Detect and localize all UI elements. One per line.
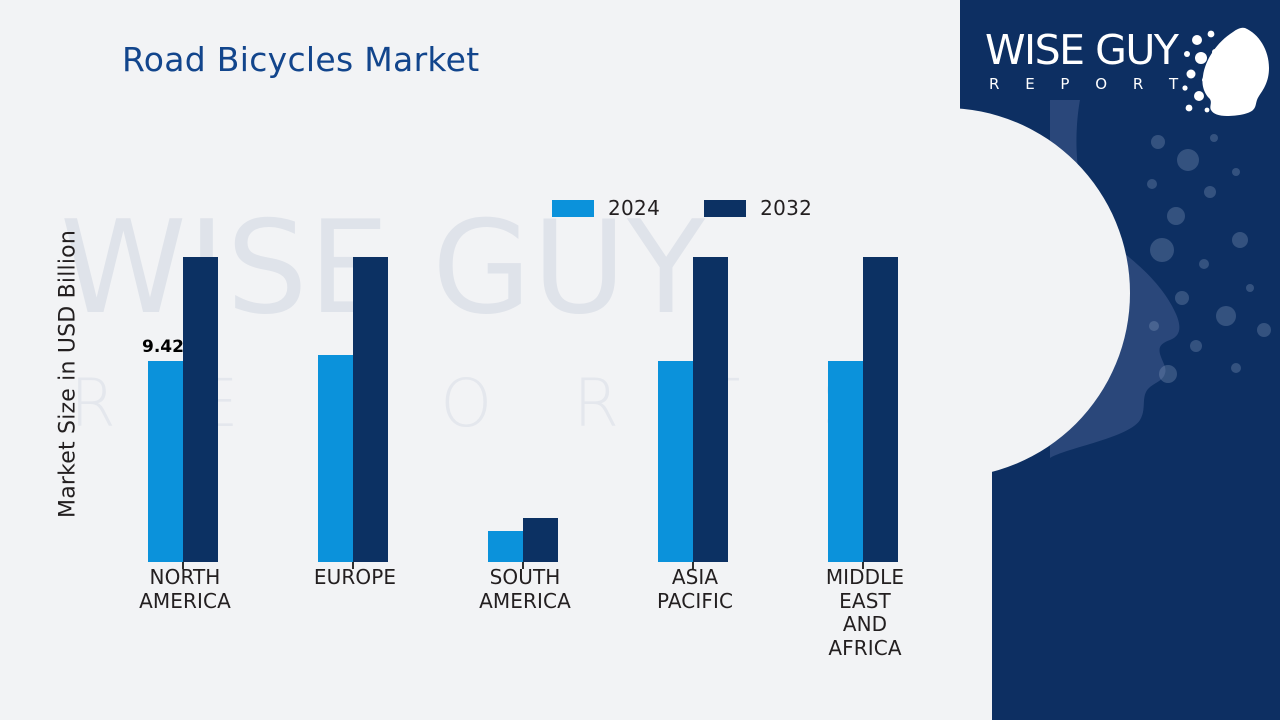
bar-2024-middle-east-and-africa[interactable] bbox=[828, 361, 863, 562]
legend-label-2024: 2024 bbox=[608, 196, 661, 220]
x-label-north-america: NORTH AMERICA bbox=[139, 565, 231, 613]
axis-tick-middle-east-and-africa bbox=[862, 562, 864, 569]
bar-2032-north-america[interactable] bbox=[183, 257, 218, 562]
legend-swatch-2032 bbox=[704, 199, 747, 217]
legend-label-2032: 2032 bbox=[760, 196, 813, 220]
y-axis-title: Market Size in USD Billion bbox=[47, 188, 89, 560]
bar-2024-north-america[interactable]: 9.42 bbox=[142, 337, 184, 562]
chart-legend: 2024 2032 bbox=[552, 196, 812, 220]
y-axis-title-text: Market Size in USD Billion bbox=[55, 230, 81, 518]
bar-2024-south-america[interactable] bbox=[488, 531, 523, 562]
bar-value-2024-north-america: 9.42 bbox=[142, 337, 184, 357]
bar-2024-asia-pacific[interactable] bbox=[658, 361, 693, 562]
plot-area: 9.42 bbox=[100, 230, 940, 569]
legend-swatch-2024 bbox=[552, 199, 594, 217]
axis-tick-north-america bbox=[182, 562, 184, 569]
brand-panel: WISE GUY R E P O R T S bbox=[960, 0, 1280, 720]
brand-logo[interactable]: WISE GUY R E P O R T S bbox=[985, 26, 1269, 117]
bar-2032-middle-east-and-africa[interactable] bbox=[863, 257, 898, 562]
x-axis-labels: NORTH AMERICA EUROPE SOUTH AMERICA ASIA PAC… bbox=[100, 565, 940, 676]
x-label-asia-pacific: ASIA PACIFIC bbox=[656, 565, 734, 613]
axis-tick-asia-pacific bbox=[692, 562, 694, 569]
x-label-south-america: SOUTH AMERICA bbox=[479, 565, 571, 613]
x-label-europe: EUROPE bbox=[313, 565, 397, 589]
logo-wordmark: WISE GUY bbox=[985, 26, 1179, 74]
bar-2032-south-america[interactable] bbox=[523, 518, 558, 562]
bar-2032-europe[interactable] bbox=[353, 257, 388, 562]
axis-tick-south-america bbox=[522, 562, 524, 569]
page-title: Road Bicycles Market bbox=[122, 40, 480, 79]
logo-subwordmark: R E P O R T S bbox=[989, 75, 1224, 93]
bar-2032-asia-pacific[interactable] bbox=[693, 257, 728, 562]
legend-item-2032[interactable]: 2032 bbox=[704, 196, 812, 220]
panel-edge-strip bbox=[960, 250, 992, 720]
legend-item-2024[interactable]: 2024 bbox=[552, 196, 660, 220]
axis-tick-europe bbox=[352, 562, 354, 569]
dot-pattern-sparkle bbox=[1147, 134, 1271, 383]
x-label-middle-east-and-africa: MIDDLE EAST AND AFRICA bbox=[825, 565, 905, 660]
head-profile-icon bbox=[1182, 27, 1269, 117]
bar-2024-europe[interactable] bbox=[318, 355, 353, 562]
